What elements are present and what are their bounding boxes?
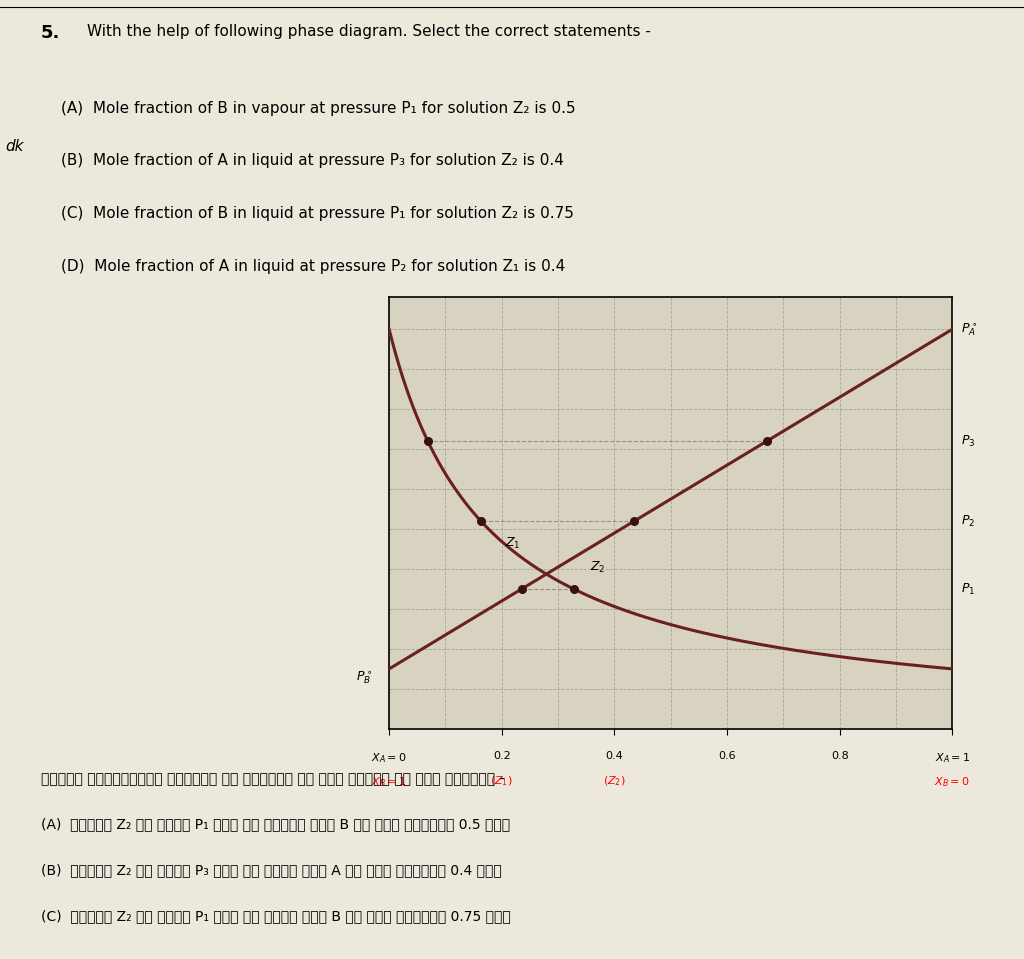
Text: (A)  Mole fraction of B in vapour at pressure P₁ for solution Z₂ is 0.5: (A) Mole fraction of B in vapour at pres… <box>61 101 577 116</box>
Text: $X_A{=}0$: $X_A{=}0$ <box>372 751 407 764</box>
Text: (C)  Mole fraction of B in liquid at pressure P₁ for solution Z₂ is 0.75: (C) Mole fraction of B in liquid at pres… <box>61 206 574 222</box>
Text: $P_A^\circ$: $P_A^\circ$ <box>961 321 977 338</box>
Text: $Z_1$: $Z_1$ <box>505 536 521 551</box>
Text: $X_B{=}0$: $X_B{=}0$ <box>935 775 970 788</box>
Text: 0.4: 0.4 <box>605 751 624 760</box>
Text: 5.: 5. <box>41 24 60 42</box>
Text: dk: dk <box>5 139 24 154</box>
Text: $P_3$: $P_3$ <box>961 433 975 449</box>
Text: $(Z_2)$: $(Z_2)$ <box>603 775 626 788</box>
Text: $P_B^\circ$: $P_B^\circ$ <box>356 669 373 686</box>
Text: 0.2: 0.2 <box>493 751 511 760</box>
Text: $(Z_1)$: $(Z_1)$ <box>490 775 513 788</box>
Text: $X_A{=}1$: $X_A{=}1$ <box>935 751 970 764</box>
Text: 0.6: 0.6 <box>718 751 736 760</box>
Text: (B)  Mole fraction of A in liquid at pressure P₃ for solution Z₂ is 0.4: (B) Mole fraction of A in liquid at pres… <box>61 153 564 169</box>
Text: With the help of following phase diagram. Select the correct statements -: With the help of following phase diagram… <box>87 24 651 39</box>
Text: $P_1$: $P_1$ <box>961 581 975 596</box>
Text: $P_2$: $P_2$ <box>961 513 975 528</box>
Text: (C)  विलयन Z₂ के लिये P₁ दाब पर द्रव में B का मोल प्रभाज 0.75 है।: (C) विलयन Z₂ के लिये P₁ दाब पर द्रव में … <box>41 909 511 924</box>
Text: (B)  विलयन Z₂ के लिये P₃ दाब पर द्रव में A का मोल प्रभाज 0.4 है।: (B) विलयन Z₂ के लिये P₃ दाब पर द्रव में … <box>41 863 502 877</box>
Text: (A)  विलयन Z₂ के लिये P₁ दाब पर वाष्प में B का मोल प्रभाज 0.5 है।: (A) विलयन Z₂ के लिये P₁ दाब पर वाष्प में… <box>41 817 510 831</box>
Text: $Z_2$: $Z_2$ <box>590 560 605 575</box>
Text: निम्न प्रावस्था चित्रण की सहायता से सही कथनों का चयन कीजिये -: निम्न प्रावस्था चित्रण की सहायता से सही … <box>41 772 505 786</box>
Text: $X_B{=}1$: $X_B{=}1$ <box>372 775 407 788</box>
Text: (D)  Mole fraction of A in liquid at pressure P₂ for solution Z₁ is 0.4: (D) Mole fraction of A in liquid at pres… <box>61 259 565 274</box>
Text: 0.8: 0.8 <box>830 751 849 760</box>
